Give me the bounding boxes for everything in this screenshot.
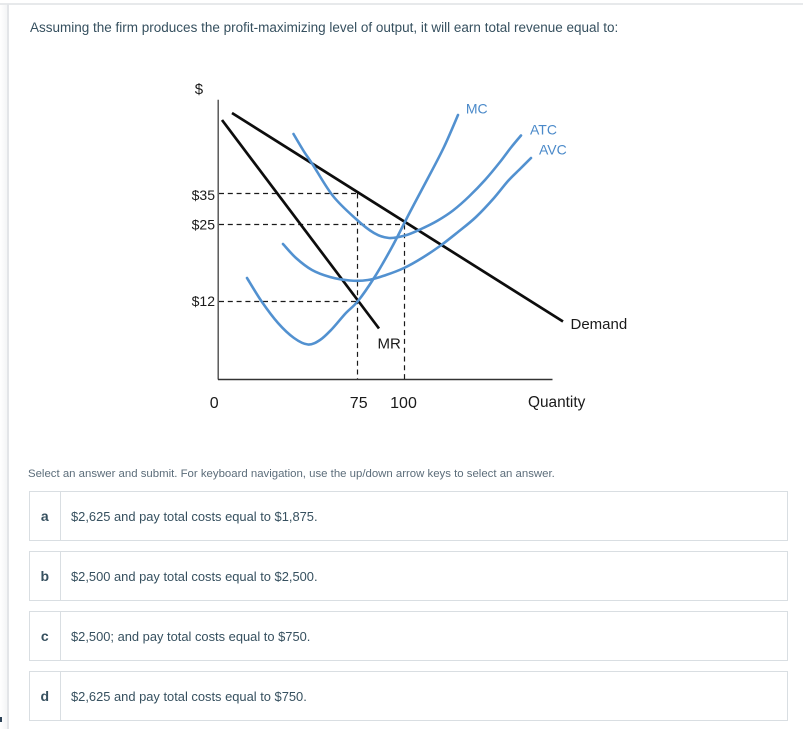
svg-text:MR: MR	[378, 336, 401, 353]
svg-text:Demand: Demand	[571, 316, 628, 333]
svg-text:AVC: AVC	[539, 142, 567, 158]
svg-text:100: 100	[390, 395, 417, 412]
svg-text:$12: $12	[192, 293, 216, 309]
svg-text:75: 75	[350, 395, 368, 412]
svg-text:$: $	[195, 81, 204, 98]
svg-text:$35: $35	[192, 187, 216, 203]
svg-text:MC: MC	[466, 101, 488, 117]
svg-text:0: 0	[210, 395, 219, 412]
svg-text:$25: $25	[192, 217, 216, 233]
svg-text:Quantity: Quantity	[528, 394, 586, 411]
svg-text:ATC: ATC	[530, 122, 557, 138]
